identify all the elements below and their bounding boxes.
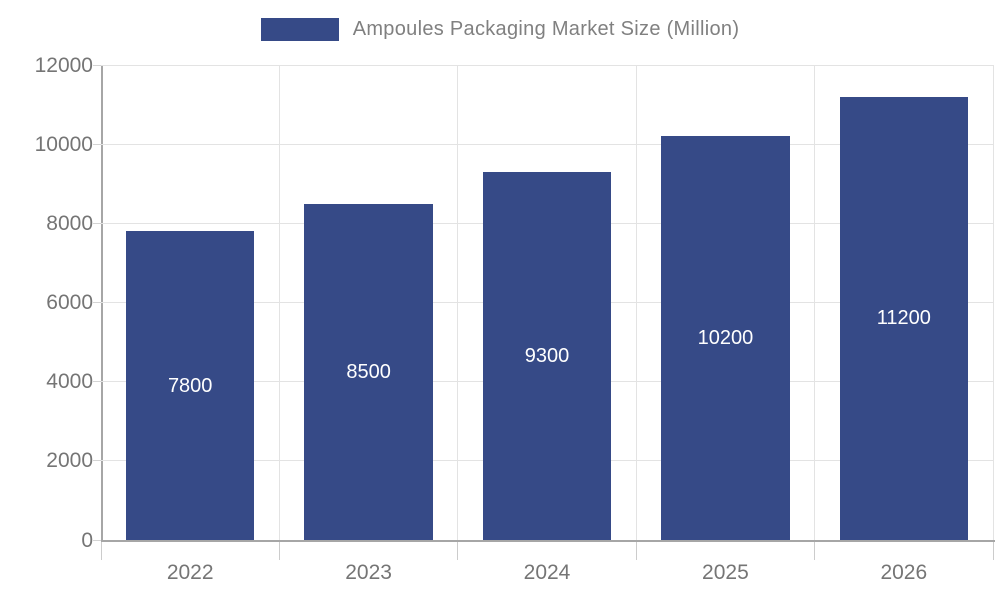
legend: Ampoules Packaging Market Size (Million) [0, 18, 1000, 41]
bar-2024 [482, 171, 612, 540]
y-tick-mark [93, 460, 101, 462]
x-tick-mark [457, 542, 459, 560]
y-tick-mark [93, 381, 101, 383]
legend-label: Ampoules Packaging Market Size (Million) [352, 18, 740, 40]
y-tick-mark [93, 539, 101, 541]
y-gridline [101, 64, 993, 66]
y-tick-mark [93, 302, 101, 303]
bar-2026 [839, 96, 968, 540]
bar-value-label: 11200 [876, 307, 931, 330]
x-gridline [635, 65, 637, 540]
y-tick-mark [93, 143, 101, 145]
bar-2022 [125, 231, 255, 540]
x-tick-mark [992, 542, 994, 560]
bar-value-label: 7800 [167, 374, 213, 397]
plot-area [101, 65, 995, 542]
x-tick-mark [814, 542, 816, 560]
bar-value-label: 9300 [524, 344, 570, 367]
x-axis-tick-label: 2026 [880, 561, 928, 584]
x-gridline [992, 65, 994, 540]
x-tick-mark [635, 542, 637, 560]
y-axis-tick-label: 4000 [46, 370, 93, 394]
bar-value-label: 8500 [346, 360, 391, 383]
y-tick-mark [93, 64, 101, 66]
x-tick-mark [278, 542, 280, 560]
y-axis-tick-label: 8000 [46, 211, 93, 235]
y-axis-tick-label: 6000 [46, 291, 93, 314]
y-gridline [101, 143, 993, 145]
bar-value-label: 10200 [697, 327, 754, 350]
y-axis-tick-label: 2000 [46, 449, 93, 473]
y-axis-tick-label: 0 [81, 528, 93, 552]
x-gridline [278, 65, 280, 540]
x-axis-tick-label: 2022 [166, 561, 214, 584]
x-axis-tick-label: 2024 [523, 561, 571, 584]
y-axis-tick-label: 10000 [34, 132, 93, 156]
x-tick-mark [100, 542, 102, 560]
x-gridline [814, 65, 816, 540]
y-axis-tick-label: 12000 [34, 53, 93, 77]
x-axis-tick-label: 2025 [702, 561, 749, 584]
bar-2025 [661, 136, 790, 540]
y-tick-mark [93, 222, 101, 224]
legend-swatch [260, 18, 339, 41]
bar-2023 [304, 203, 433, 540]
x-gridline [457, 65, 459, 540]
x-axis-tick-label: 2023 [345, 561, 392, 584]
